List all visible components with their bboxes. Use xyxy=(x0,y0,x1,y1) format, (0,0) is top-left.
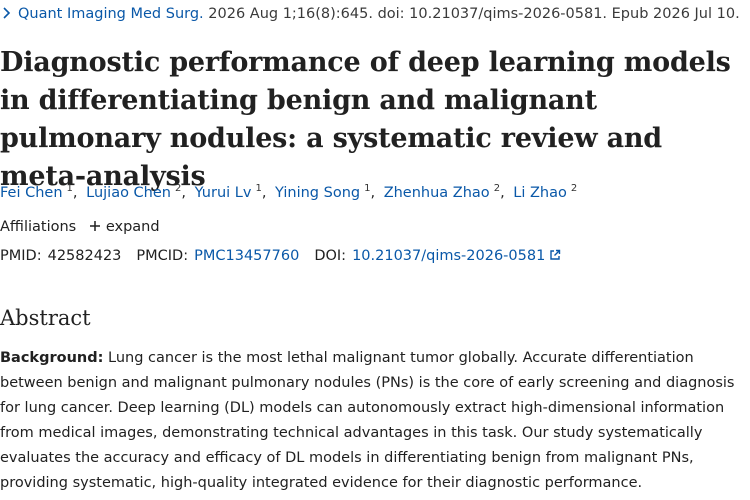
background-label: Background: xyxy=(0,350,104,366)
citation-details: 2026 Aug 1;16(8):645. doi: 10.21037/qims… xyxy=(208,6,740,22)
abstract-background: Background: Lung cancer is the most leth… xyxy=(0,346,748,496)
pmcid-label: PMCID: xyxy=(136,248,189,264)
pmcid-link[interactable]: PMC13457760 xyxy=(194,248,300,264)
external-link-icon[interactable] xyxy=(549,246,561,260)
author-item: Yining Song 1, xyxy=(275,183,376,201)
author-link[interactable]: Zhenhua Zhao xyxy=(383,185,490,201)
affiliations-row: Affiliations expand xyxy=(0,216,160,238)
citation-line: Quant Imaging Med Surg. 2026 Aug 1;16(8)… xyxy=(0,4,740,24)
author-item: Lujiao Chen 2, xyxy=(86,183,186,201)
background-text: Lung cancer is the most lethal malignant… xyxy=(0,350,735,491)
author-link[interactable]: Lujiao Chen xyxy=(86,185,171,201)
chevron-right-icon[interactable] xyxy=(0,6,14,20)
author-affiliation-number[interactable]: 2 xyxy=(570,183,578,194)
author-link[interactable]: Li Zhao xyxy=(513,185,567,201)
author-link[interactable]: Yining Song xyxy=(275,185,361,201)
article-title: Diagnostic performance of deep learning … xyxy=(0,47,731,192)
abstract-heading: Abstract xyxy=(0,306,91,330)
author-item: Fei Chen 1, xyxy=(0,183,78,201)
author-item: Yurui Lv 1, xyxy=(194,183,267,201)
doi-label: DOI: xyxy=(314,248,347,264)
affiliations-expand-button[interactable]: expand xyxy=(89,219,160,235)
doi-link[interactable]: 10.21037/qims-2026-0581 xyxy=(352,248,546,264)
author-affiliation-number[interactable]: 1 xyxy=(66,183,73,194)
plus-icon xyxy=(89,217,101,231)
pmid-value: 42582423 xyxy=(47,248,122,264)
author-affiliation-number[interactable]: 1 xyxy=(255,183,262,194)
author-item: Zhenhua Zhao 2, xyxy=(383,183,505,201)
author-affiliation-number[interactable]: 2 xyxy=(493,183,501,194)
identifiers-row: PMID: 42582423 PMCID: PMC13457760 DOI: 10.210… xyxy=(0,245,561,267)
affiliations-label: Affiliations xyxy=(0,219,77,235)
pmid-label: PMID: xyxy=(0,248,42,264)
author-link[interactable]: Fei Chen xyxy=(0,185,63,201)
author-list: Fei Chen 1, Lujiao Chen 2, Yurui Lv 1, Yini… xyxy=(0,178,577,204)
journal-link[interactable]: Quant Imaging Med Surg. xyxy=(18,6,204,22)
author-link[interactable]: Yurui Lv xyxy=(194,185,252,201)
expand-label: expand xyxy=(105,219,160,235)
author-affiliation-number[interactable]: 2 xyxy=(175,183,182,194)
author-item: Li Zhao 2 xyxy=(513,183,578,201)
author-affiliation-number[interactable]: 1 xyxy=(364,183,371,194)
